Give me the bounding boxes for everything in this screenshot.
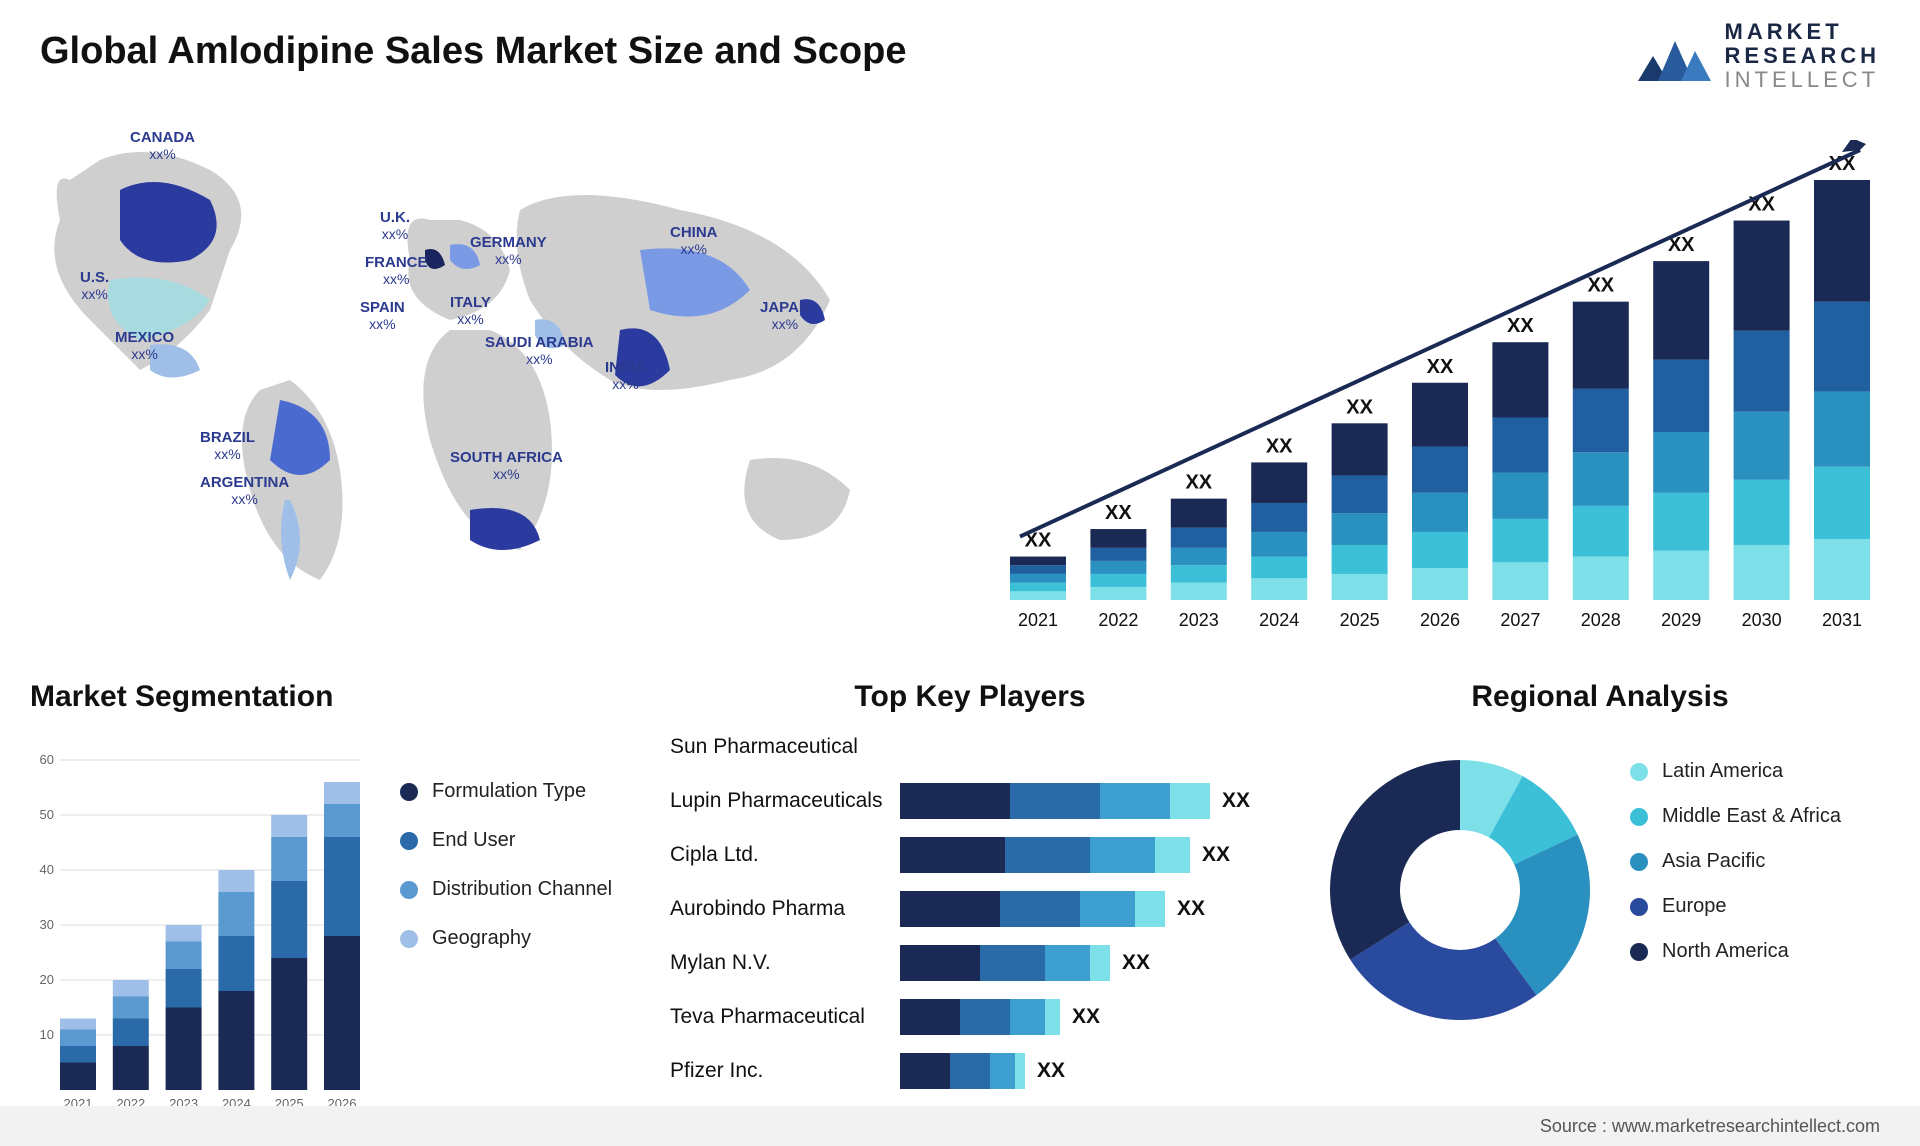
svg-text:2022: 2022 xyxy=(1098,610,1138,630)
source-footer: Source : www.marketresearchintellect.com xyxy=(0,1106,1920,1146)
legend-item: Geography xyxy=(400,927,612,950)
map-label: CANADAxx% xyxy=(130,130,195,162)
segmentation-title: Market Segmentation xyxy=(30,680,640,714)
legend-item: Latin America xyxy=(1630,760,1841,783)
segmentation-chart: 102030405060202120222023202420252026 xyxy=(30,730,380,1120)
regional-analysis-section: Regional Analysis Latin AmericaMiddle Ea… xyxy=(1310,680,1890,724)
map-label: JAPANxx% xyxy=(760,300,810,332)
player-row: Teva Pharmaceutical XX xyxy=(670,994,1270,1040)
svg-text:30: 30 xyxy=(40,917,54,932)
legend-item: Formulation Type xyxy=(400,780,612,803)
map-label: BRAZILxx% xyxy=(200,430,255,462)
players-list: Sun Pharmaceutical Lupin Pharmaceuticals X… xyxy=(670,724,1270,1094)
player-value: XX xyxy=(1072,1005,1100,1029)
map-label: MEXICOxx% xyxy=(115,330,174,362)
world-map-svg xyxy=(30,120,930,650)
svg-text:XX: XX xyxy=(1507,315,1534,337)
svg-text:2026: 2026 xyxy=(1420,610,1460,630)
player-row: Sun Pharmaceutical xyxy=(670,724,1270,770)
legend-item: North America xyxy=(1630,940,1841,963)
player-value: XX xyxy=(1177,897,1205,921)
svg-text:20: 20 xyxy=(40,972,54,987)
player-row: Aurobindo Pharma XX xyxy=(670,886,1270,932)
svg-text:2028: 2028 xyxy=(1581,610,1621,630)
player-row: Lupin Pharmaceuticals XX xyxy=(670,778,1270,824)
svg-text:XX: XX xyxy=(1185,472,1212,494)
segmentation-legend: Formulation Type End User Distribution Cha… xyxy=(400,780,612,976)
player-value: XX xyxy=(1202,843,1230,867)
source-text: Source : www.marketresearchintellect.com xyxy=(1540,1116,1880,1137)
player-name: Mylan N.V. xyxy=(670,951,900,975)
legend-item: End User xyxy=(400,829,612,852)
player-row: Cipla Ltd. XX xyxy=(670,832,1270,878)
map-label: INDIAxx% xyxy=(605,360,646,392)
map-label: U.S.xx% xyxy=(80,270,109,302)
logo-bars-icon xyxy=(1633,21,1713,91)
svg-text:40: 40 xyxy=(40,862,54,877)
svg-text:XX: XX xyxy=(1266,435,1293,457)
map-label: SAUDI ARABIAxx% xyxy=(485,335,594,367)
player-name: Cipla Ltd. xyxy=(670,843,900,867)
market-segmentation-section: Market Segmentation 10203040506020212022… xyxy=(30,680,640,724)
svg-text:2029: 2029 xyxy=(1661,610,1701,630)
logo-text: MARKET RESEARCH INTELLECT xyxy=(1725,20,1880,93)
regional-title: Regional Analysis xyxy=(1310,680,1890,714)
player-name: Lupin Pharmaceuticals xyxy=(670,789,900,813)
top-key-players-section: Top Key Players Sun Pharmaceutical Lupin … xyxy=(670,680,1270,1102)
regional-donut-chart xyxy=(1310,740,1610,1040)
forecast-bar-chart: XX 2021 XX 2022 XX 2023 XX 2024 XX 2025 XX 2026 XX 20… xyxy=(1000,140,1880,640)
svg-text:XX: XX xyxy=(1427,356,1454,378)
svg-text:2023: 2023 xyxy=(1179,610,1219,630)
player-name: Sun Pharmaceutical xyxy=(670,735,900,759)
player-name: Aurobindo Pharma xyxy=(670,897,900,921)
legend-item: Distribution Channel xyxy=(400,878,612,901)
legend-item: Asia Pacific xyxy=(1630,850,1841,873)
map-label: FRANCExx% xyxy=(365,255,428,287)
legend-item: Middle East & Africa xyxy=(1630,805,1841,828)
svg-text:2025: 2025 xyxy=(1340,610,1380,630)
player-row: Pfizer Inc. XX xyxy=(670,1048,1270,1094)
page-title: Global Amlodipine Sales Market Size and … xyxy=(40,30,907,73)
player-value: XX xyxy=(1037,1059,1065,1083)
player-name: Teva Pharmaceutical xyxy=(670,1005,900,1029)
svg-text:2024: 2024 xyxy=(1259,610,1299,630)
svg-text:2021: 2021 xyxy=(1018,610,1058,630)
map-label: SPAINxx% xyxy=(360,300,405,332)
svg-text:XX: XX xyxy=(1587,275,1614,297)
svg-text:10: 10 xyxy=(40,1027,54,1042)
svg-text:2031: 2031 xyxy=(1822,610,1862,630)
player-value: XX xyxy=(1122,951,1150,975)
map-label: U.K.xx% xyxy=(380,210,410,242)
svg-text:XX: XX xyxy=(1105,502,1132,524)
svg-text:50: 50 xyxy=(40,807,54,822)
regional-legend: Latin America Middle East & Africa Asia Pa… xyxy=(1630,760,1841,985)
players-title: Top Key Players xyxy=(670,680,1270,714)
map-label: SOUTH AFRICAxx% xyxy=(450,450,563,482)
world-map: CANADAxx% U.S.xx%MEXICOxx% BRAZILxx% ARGENT… xyxy=(30,120,930,650)
map-label: GERMANYxx% xyxy=(470,235,547,267)
player-row: Mylan N.V. XX xyxy=(670,940,1270,986)
map-label: ITALYxx% xyxy=(450,295,491,327)
svg-text:2030: 2030 xyxy=(1742,610,1782,630)
map-label: ARGENTINAxx% xyxy=(200,475,289,507)
player-name: Pfizer Inc. xyxy=(670,1059,900,1083)
map-label: CHINAxx% xyxy=(670,225,718,257)
svg-text:60: 60 xyxy=(40,752,54,767)
svg-text:XX: XX xyxy=(1346,396,1373,418)
svg-text:2027: 2027 xyxy=(1500,610,1540,630)
player-value: XX xyxy=(1222,789,1250,813)
legend-item: Europe xyxy=(1630,895,1841,918)
brand-logo: MARKET RESEARCH INTELLECT xyxy=(1633,20,1880,93)
